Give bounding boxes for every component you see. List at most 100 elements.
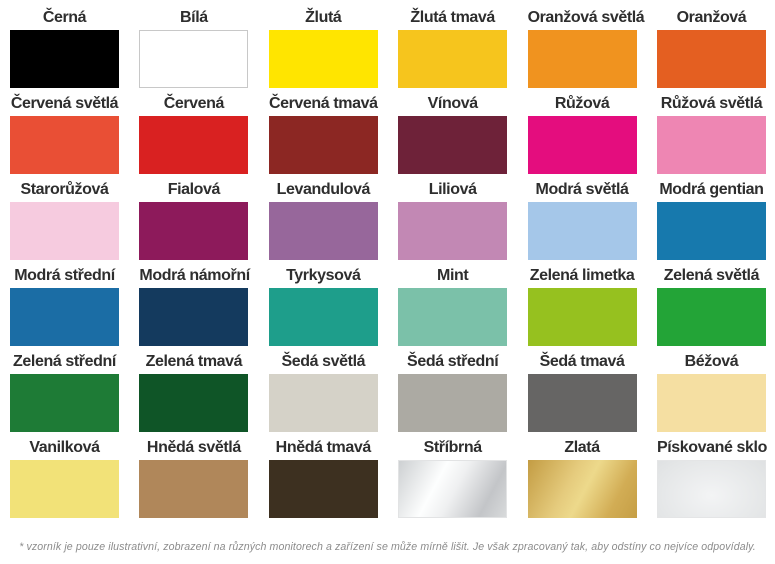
color-name-label: Šedá tmavá	[539, 353, 625, 370]
color-swatch-cell: Červená světlá	[10, 92, 119, 174]
color-swatch-cell: Starorůžová	[10, 178, 119, 260]
color-swatch-cell: Zelená světlá	[656, 264, 766, 346]
color-swatch	[268, 374, 378, 432]
color-swatch	[268, 288, 378, 346]
color-swatch	[656, 288, 766, 346]
color-swatch	[398, 30, 508, 88]
color-name-label: Zlatá	[564, 439, 600, 456]
color-name-label: Černá	[42, 9, 87, 26]
color-swatch-cell: Fialová	[139, 178, 249, 260]
color-name-label: Šedá světlá	[281, 353, 366, 370]
color-swatch-cell: Červená tmavá	[268, 92, 378, 174]
color-swatch	[527, 30, 637, 88]
color-name-label: Modrá námořní	[139, 267, 250, 284]
color-name-label: Růžová	[554, 95, 610, 112]
color-swatch-cell: Zelená střední	[10, 350, 119, 432]
color-name-label: Žlutá	[305, 9, 342, 26]
color-swatch-cell: Růžová světlá	[656, 92, 766, 174]
color-name-label: Červená tmavá	[268, 95, 378, 112]
color-swatch	[527, 374, 637, 432]
color-swatch	[527, 116, 637, 174]
color-swatch-cell: Tyrkysová	[268, 264, 378, 346]
footer: * vzorník je pouze ilustrativní, zobraze…	[0, 541, 775, 553]
color-swatch-cell: Zelená limetka	[527, 264, 637, 346]
color-swatch	[10, 116, 119, 174]
color-swatch-cell: Vínová	[398, 92, 508, 174]
color-name-label: Růžová světlá	[660, 95, 763, 112]
color-name-label: Oranžová světlá	[527, 9, 645, 26]
color-swatch-cell: Šedá střední	[398, 350, 508, 432]
color-swatch-cell: Modrá střední	[10, 264, 119, 346]
color-swatch	[139, 116, 249, 174]
color-swatch-cell: Stříbrná	[398, 436, 508, 518]
color-name-label: Modrá střední	[14, 267, 115, 284]
color-swatch-cell: Liliová	[398, 178, 508, 260]
color-swatch	[527, 288, 637, 346]
color-name-label: Bílá	[180, 9, 208, 26]
color-name-label: Vanilková	[29, 439, 100, 456]
color-swatch-cell: Červená	[139, 92, 249, 174]
color-swatch	[656, 460, 766, 518]
color-name-label: Šedá střední	[407, 353, 499, 370]
color-name-label: Mint	[437, 267, 469, 284]
color-swatch	[10, 374, 119, 432]
color-swatch	[268, 460, 378, 518]
color-swatch-cell: Mint	[398, 264, 508, 346]
color-swatch-cell: Šedá světlá	[268, 350, 378, 432]
color-swatch-cell: Hnědá tmavá	[268, 436, 378, 518]
color-name-label: Stříbrná	[423, 439, 483, 456]
color-swatch-cell: Šedá tmavá	[527, 350, 637, 432]
color-swatch	[656, 374, 766, 432]
color-name-label: Hnědá světlá	[146, 439, 241, 456]
color-name-label: Fialová	[167, 181, 221, 198]
color-swatch	[10, 30, 119, 88]
color-name-label: Zelená střední	[13, 353, 116, 370]
color-name-label: Liliová	[428, 181, 477, 198]
color-name-label: Červená	[163, 95, 225, 112]
color-swatch	[268, 30, 378, 88]
color-swatch-cell: Modrá námořní	[139, 264, 250, 346]
color-name-label: Modrá světlá	[535, 181, 629, 198]
color-chart-grid: Černá Bílá Žlutá Žlutá tmavá Oranžová sv…	[10, 6, 767, 518]
disclaimer-note: * vzorník je pouze ilustrativní, zobraze…	[19, 541, 756, 553]
color-swatch	[10, 202, 119, 260]
color-swatch-cell: Bílá	[139, 6, 249, 88]
color-swatch	[398, 116, 508, 174]
color-swatch	[139, 30, 249, 88]
color-swatch-cell: Žlutá	[268, 6, 378, 88]
color-swatch	[10, 460, 119, 518]
color-swatch	[398, 288, 508, 346]
color-name-label: Oranžová	[676, 9, 747, 26]
color-swatch-cell: Béžová	[656, 350, 766, 432]
color-name-label: Hnědá tmavá	[275, 439, 372, 456]
color-name-label: Tyrkysová	[286, 267, 361, 284]
color-swatch-cell: Černá	[10, 6, 119, 88]
color-name-label: Zelená světlá	[663, 267, 760, 284]
color-swatch-cell: Oranžová světlá	[527, 6, 645, 88]
color-swatch-cell: Žlutá tmavá	[398, 6, 508, 88]
color-name-label: Modrá gentian	[659, 181, 764, 198]
color-swatch	[656, 116, 766, 174]
color-swatch	[656, 202, 766, 260]
color-swatch	[527, 202, 637, 260]
color-swatch-cell: Zelená tmavá	[139, 350, 249, 432]
color-swatch	[398, 374, 508, 432]
color-swatch-cell: Vanilková	[10, 436, 119, 518]
color-swatch-cell: Modrá gentian	[656, 178, 766, 260]
color-swatch-cell: Levandulová	[268, 178, 378, 260]
color-name-label: Zelená tmavá	[145, 353, 243, 370]
color-name-label: Starorůžová	[20, 181, 109, 198]
color-swatch	[10, 288, 119, 346]
color-name-label: Zelená limetka	[529, 267, 635, 284]
color-name-label: Levandulová	[276, 181, 371, 198]
color-name-label: Červená světlá	[10, 95, 119, 112]
color-swatch	[398, 202, 508, 260]
color-swatch	[656, 30, 766, 88]
color-swatch-cell: Hnědá světlá	[139, 436, 249, 518]
color-swatch	[268, 202, 378, 260]
color-swatch-cell: Pískované sklo	[656, 436, 767, 518]
color-swatch-cell: Růžová	[527, 92, 637, 174]
color-name-label: Vínová	[427, 95, 478, 112]
color-swatch	[139, 202, 249, 260]
color-swatch-cell: Oranžová	[656, 6, 766, 88]
